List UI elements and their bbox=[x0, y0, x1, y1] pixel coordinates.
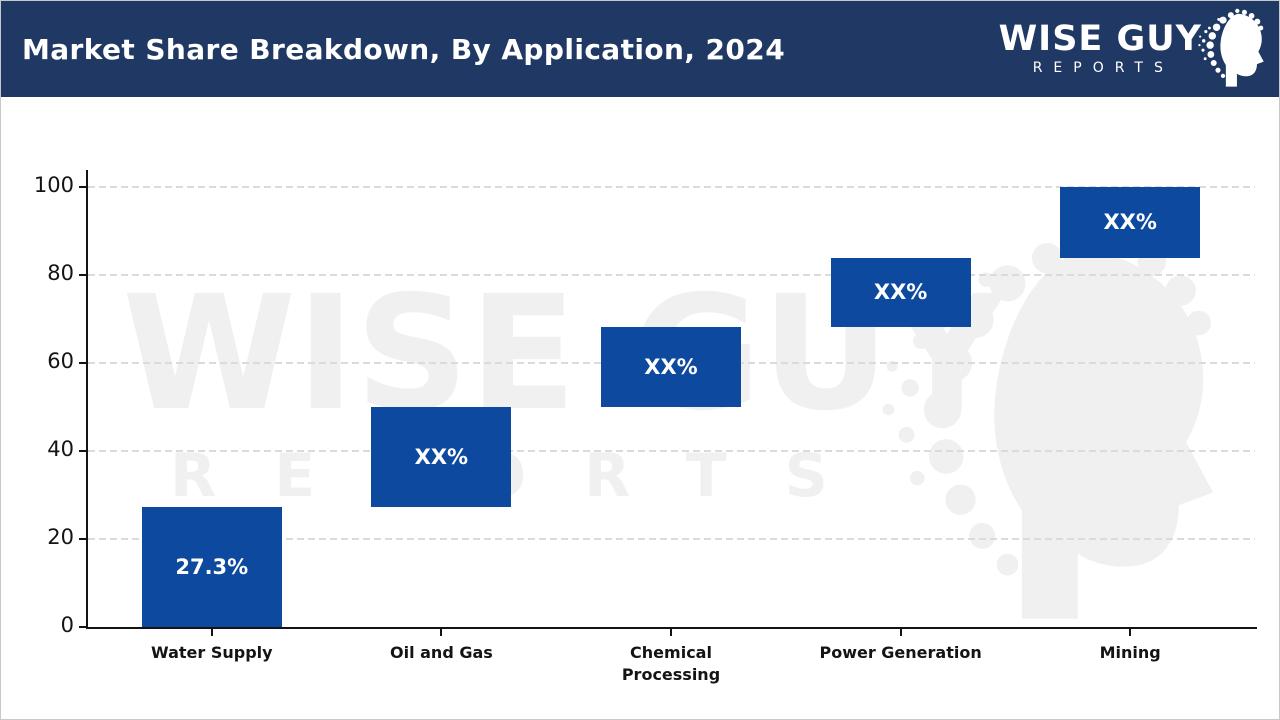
bar-power-generation: XX% bbox=[830, 257, 971, 327]
bar-chemical-processing: XX% bbox=[601, 326, 741, 407]
x-category-label-water-supply: Water Supply bbox=[151, 643, 273, 662]
bar-value-label-chemical-processing: XX% bbox=[644, 354, 698, 379]
logo-subtext: REPORTS bbox=[1032, 59, 1174, 76]
y-tick-label-20: 20 bbox=[47, 525, 74, 549]
x-tick-chemical-processing bbox=[670, 629, 672, 636]
x-category-label-chemical-processing: Chemical Processing bbox=[621, 643, 721, 684]
y-axis bbox=[86, 170, 88, 629]
y-tick-label-40: 40 bbox=[47, 437, 74, 461]
y-tick-label-0: 0 bbox=[60, 613, 74, 637]
wiseguy-logo: WISE GUY REPORTS bbox=[999, 8, 1270, 88]
y-tick-label-80: 80 bbox=[47, 261, 74, 285]
y-tick-label-60: 60 bbox=[47, 349, 74, 373]
y-tick-100 bbox=[79, 186, 87, 188]
logo-wordmark: WISE GUY bbox=[998, 19, 1202, 60]
x-tick-power-generation bbox=[899, 629, 902, 636]
x-category-label-oil-and-gas: Oil and Gas bbox=[389, 643, 493, 662]
x-category-label-mining: Mining bbox=[1099, 643, 1161, 662]
y-tick-40 bbox=[79, 450, 87, 452]
gridline-40 bbox=[88, 450, 1255, 452]
header-bar: Market Share Breakdown, By Application, … bbox=[0, 0, 1280, 97]
x-tick-oil-and-gas bbox=[440, 629, 443, 636]
logo-text: WISE GUY REPORTS bbox=[999, 20, 1202, 76]
bar-value-label-water-supply: 27.3% bbox=[175, 554, 249, 579]
x-axis bbox=[86, 627, 1257, 629]
bar-value-label-mining: XX% bbox=[1103, 210, 1157, 235]
bar-mining: XX% bbox=[1060, 187, 1201, 258]
x-tick-water-supply bbox=[210, 629, 213, 636]
gridline-20 bbox=[88, 538, 1255, 540]
x-category-label-power-generation: Power Generation bbox=[819, 643, 982, 662]
y-tick-label-100: 100 bbox=[33, 173, 74, 197]
gridline-80 bbox=[88, 274, 1255, 276]
x-tick-mining bbox=[1129, 629, 1132, 636]
y-tick-20 bbox=[79, 538, 87, 540]
bar-value-label-power-generation: XX% bbox=[873, 280, 928, 305]
bar-value-label-oil-and-gas: XX% bbox=[414, 444, 469, 469]
y-tick-60 bbox=[79, 362, 87, 364]
head-profile-icon bbox=[1198, 8, 1264, 87]
bar-oil-and-gas: XX% bbox=[371, 407, 512, 507]
y-tick-80 bbox=[79, 274, 87, 276]
y-tick-0 bbox=[79, 626, 87, 628]
gridline-100 bbox=[88, 186, 1255, 188]
chart-title: Market Share Breakdown, By Application, … bbox=[22, 33, 786, 66]
bar-water-supply: 27.3% bbox=[141, 506, 282, 627]
